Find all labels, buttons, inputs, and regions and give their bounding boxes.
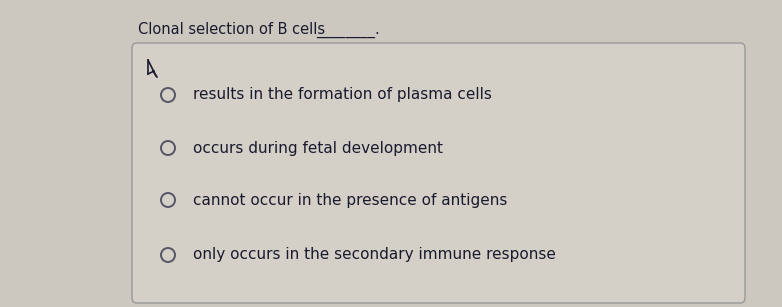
FancyBboxPatch shape (132, 43, 745, 303)
Text: ________.: ________. (316, 24, 380, 39)
Text: occurs during fetal development: occurs during fetal development (193, 141, 443, 156)
Text: Clonal selection of B cells: Clonal selection of B cells (138, 22, 325, 37)
Text: results in the formation of plasma cells: results in the formation of plasma cells (193, 87, 492, 103)
Text: cannot occur in the presence of antigens: cannot occur in the presence of antigens (193, 192, 508, 208)
Text: only occurs in the secondary immune response: only occurs in the secondary immune resp… (193, 247, 556, 262)
